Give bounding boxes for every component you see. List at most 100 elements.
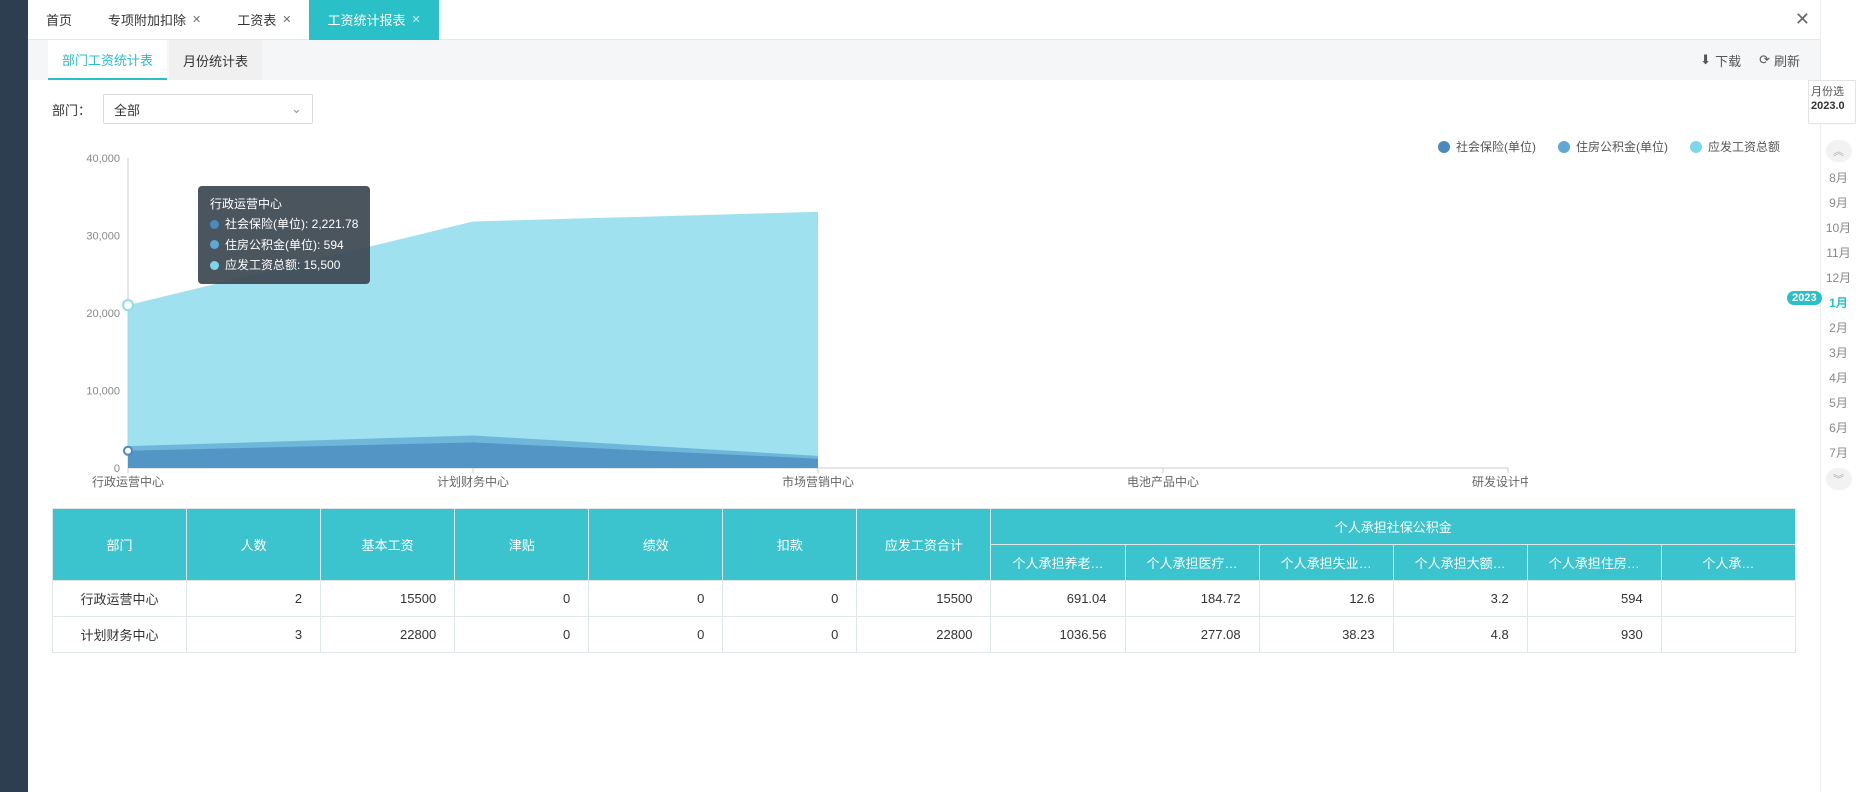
table-cell: 0 [589,617,723,653]
month-item[interactable]: 9月 [1827,193,1850,212]
table-cell: 277.08 [1125,617,1259,653]
left-nav-sidebar [0,0,28,792]
table-cell: 0 [589,581,723,617]
refresh-button[interactable]: ⟳刷新 [1759,51,1800,70]
legend-item[interactable]: 应发工资总额 [1690,138,1780,155]
legend-item[interactable]: 社会保险(单位) [1438,138,1536,155]
chevron-down-icon: ⌄ [291,101,302,117]
tab-label: 首页 [46,10,72,29]
tab-home[interactable]: 首页 [28,0,90,40]
table-header: 扣款 [723,509,857,581]
table-cell: 930 [1527,617,1661,653]
chart-container: 社会保险(单位) 住房公积金(单位) 应发工资总额 0 10,000 20,000 3… [28,138,1820,508]
download-label: 下载 [1715,51,1741,70]
tab-label: 工资统计报表 [327,10,405,29]
svg-text:行政运营中心: 行政运营中心 [92,474,164,489]
month-item[interactable]: 1月2023 [1827,293,1850,312]
table-cell: 2 [187,581,321,617]
tab-special-deduction[interactable]: 专项附加扣除✕ [90,0,219,40]
document-tabs: 首页 专项附加扣除✕ 工资表 ✕ 工资统计报表 ✕ ✕ [28,0,1820,40]
legend-dot-icon [1690,141,1702,153]
month-item[interactable]: 8月 [1827,168,1850,187]
salary-table-container: 部门人数基本工资津贴绩效扣款应发工资合计个人承担社保公积金个人承担养老…个人承担… [28,508,1820,653]
download-icon: ⬇ [1700,52,1711,68]
subtab-label: 月份统计表 [183,51,248,70]
month-item[interactable]: 2月 [1827,318,1850,337]
table-cell: 15500 [321,581,455,617]
svg-text:计划财务中心: 计划财务中心 [437,474,509,489]
subtab-month-stats[interactable]: 月份统计表 [169,40,262,80]
table-cell [1661,581,1795,617]
table-cell: 3.2 [1393,581,1527,617]
svg-text:10,000: 10,000 [86,386,120,398]
refresh-icon: ⟳ [1759,52,1770,68]
table-row[interactable]: 行政运营中心21550000015500691.04184.7212.63.25… [53,581,1796,617]
month-panel-header[interactable]: 月份选 2023.0 [1808,80,1856,124]
table-cell: 22800 [857,617,991,653]
month-item[interactable]: 12月 [1824,268,1853,287]
month-scroll-up-icon[interactable]: ︽ [1826,140,1852,162]
legend-dot-icon [1438,141,1450,153]
month-scroll-down-icon[interactable]: ︾ [1826,468,1852,490]
legend-dot-icon [1558,141,1570,153]
table-cell: 184.72 [1125,581,1259,617]
table-cell: 38.23 [1259,617,1393,653]
sub-tabs: 部门工资统计表 月份统计表 ⬇下载 ⟳刷新 [28,40,1820,80]
table-cell: 4.8 [1393,617,1527,653]
table-header: 部门 [53,509,187,581]
svg-text:电池产品中心: 电池产品中心 [1127,474,1199,489]
table-row[interactable]: 计划财务中心322800000228001036.56277.0838.234.… [53,617,1796,653]
table-cell [1661,617,1795,653]
month-list: ︽ 8月 9月 10月 11月 12月 1月2023 2月 3月 4月 5月 6月 7月 ︾ [1821,140,1856,490]
table-cell: 15500 [857,581,991,617]
table-header: 个人承担住房… [1527,545,1661,581]
year-badge: 2023 [1787,291,1821,305]
month-selector-panel: 月份选 2023.0 ︽ 8月9月10月11月12月1月20232月3月4月5月… [1820,0,1856,792]
close-icon[interactable]: ✕ [412,13,421,26]
legend-item[interactable]: 住房公积金(单位) [1558,138,1668,155]
table-header: 应发工资合计 [857,509,991,581]
table-cell: 0 [723,581,857,617]
table-header: 基本工资 [321,509,455,581]
table-cell: 行政运营中心 [53,581,187,617]
close-all-icon[interactable]: ✕ [1795,9,1810,30]
subtab-label: 部门工资统计表 [62,50,153,69]
subtab-dept-salary-stats[interactable]: 部门工资统计表 [48,40,167,80]
tab-label: 工资表 [237,10,276,29]
dept-select[interactable]: 全部 ⌄ [103,94,313,124]
tab-salary-stats-report[interactable]: 工资统计报表 ✕ [309,0,438,40]
month-item[interactable]: 4月 [1827,368,1850,387]
refresh-label: 刷新 [1774,51,1800,70]
svg-text:20,000: 20,000 [86,308,120,320]
table-cell: 计划财务中心 [53,617,187,653]
close-icon[interactable]: ✕ [192,13,201,26]
month-item[interactable]: 7月 [1827,443,1850,462]
legend-label: 住房公积金(单位) [1576,138,1668,155]
table-header: 个人承担大额… [1393,545,1527,581]
month-item[interactable]: 6月 [1827,418,1850,437]
dept-filter-label: 部门： [52,100,91,119]
table-header: 津贴 [455,509,589,581]
svg-text:40,000: 40,000 [86,153,120,165]
filter-row: 部门： 全部 ⌄ [28,80,1820,138]
svg-text:0: 0 [114,463,120,475]
dept-select-value: 全部 [114,100,140,119]
close-icon[interactable]: ✕ [282,13,291,26]
month-item[interactable]: 3月 [1827,343,1850,362]
legend-label: 社会保险(单位) [1456,138,1536,155]
svg-text:30,000: 30,000 [86,231,120,243]
tab-salary-sheet[interactable]: 工资表 ✕ [219,0,309,40]
table-header: 人数 [187,509,321,581]
svg-text:研发设计中心: 研发设计中心 [1472,474,1528,489]
table-cell: 1036.56 [991,617,1125,653]
month-item[interactable]: 5月 [1827,393,1850,412]
month-item[interactable]: 11月 [1824,243,1852,262]
month-item[interactable]: 10月 [1824,218,1853,237]
legend-label: 应发工资总额 [1708,138,1780,155]
salary-area-chart: 010,00020,00030,00040,000行政运营中心计划财务中心市场营… [68,138,1528,498]
table-cell: 12.6 [1259,581,1393,617]
table-cell: 0 [723,617,857,653]
download-button[interactable]: ⬇下载 [1700,51,1741,70]
table-cell: 22800 [321,617,455,653]
table-header-group: 个人承担社保公积金 [991,509,1796,545]
